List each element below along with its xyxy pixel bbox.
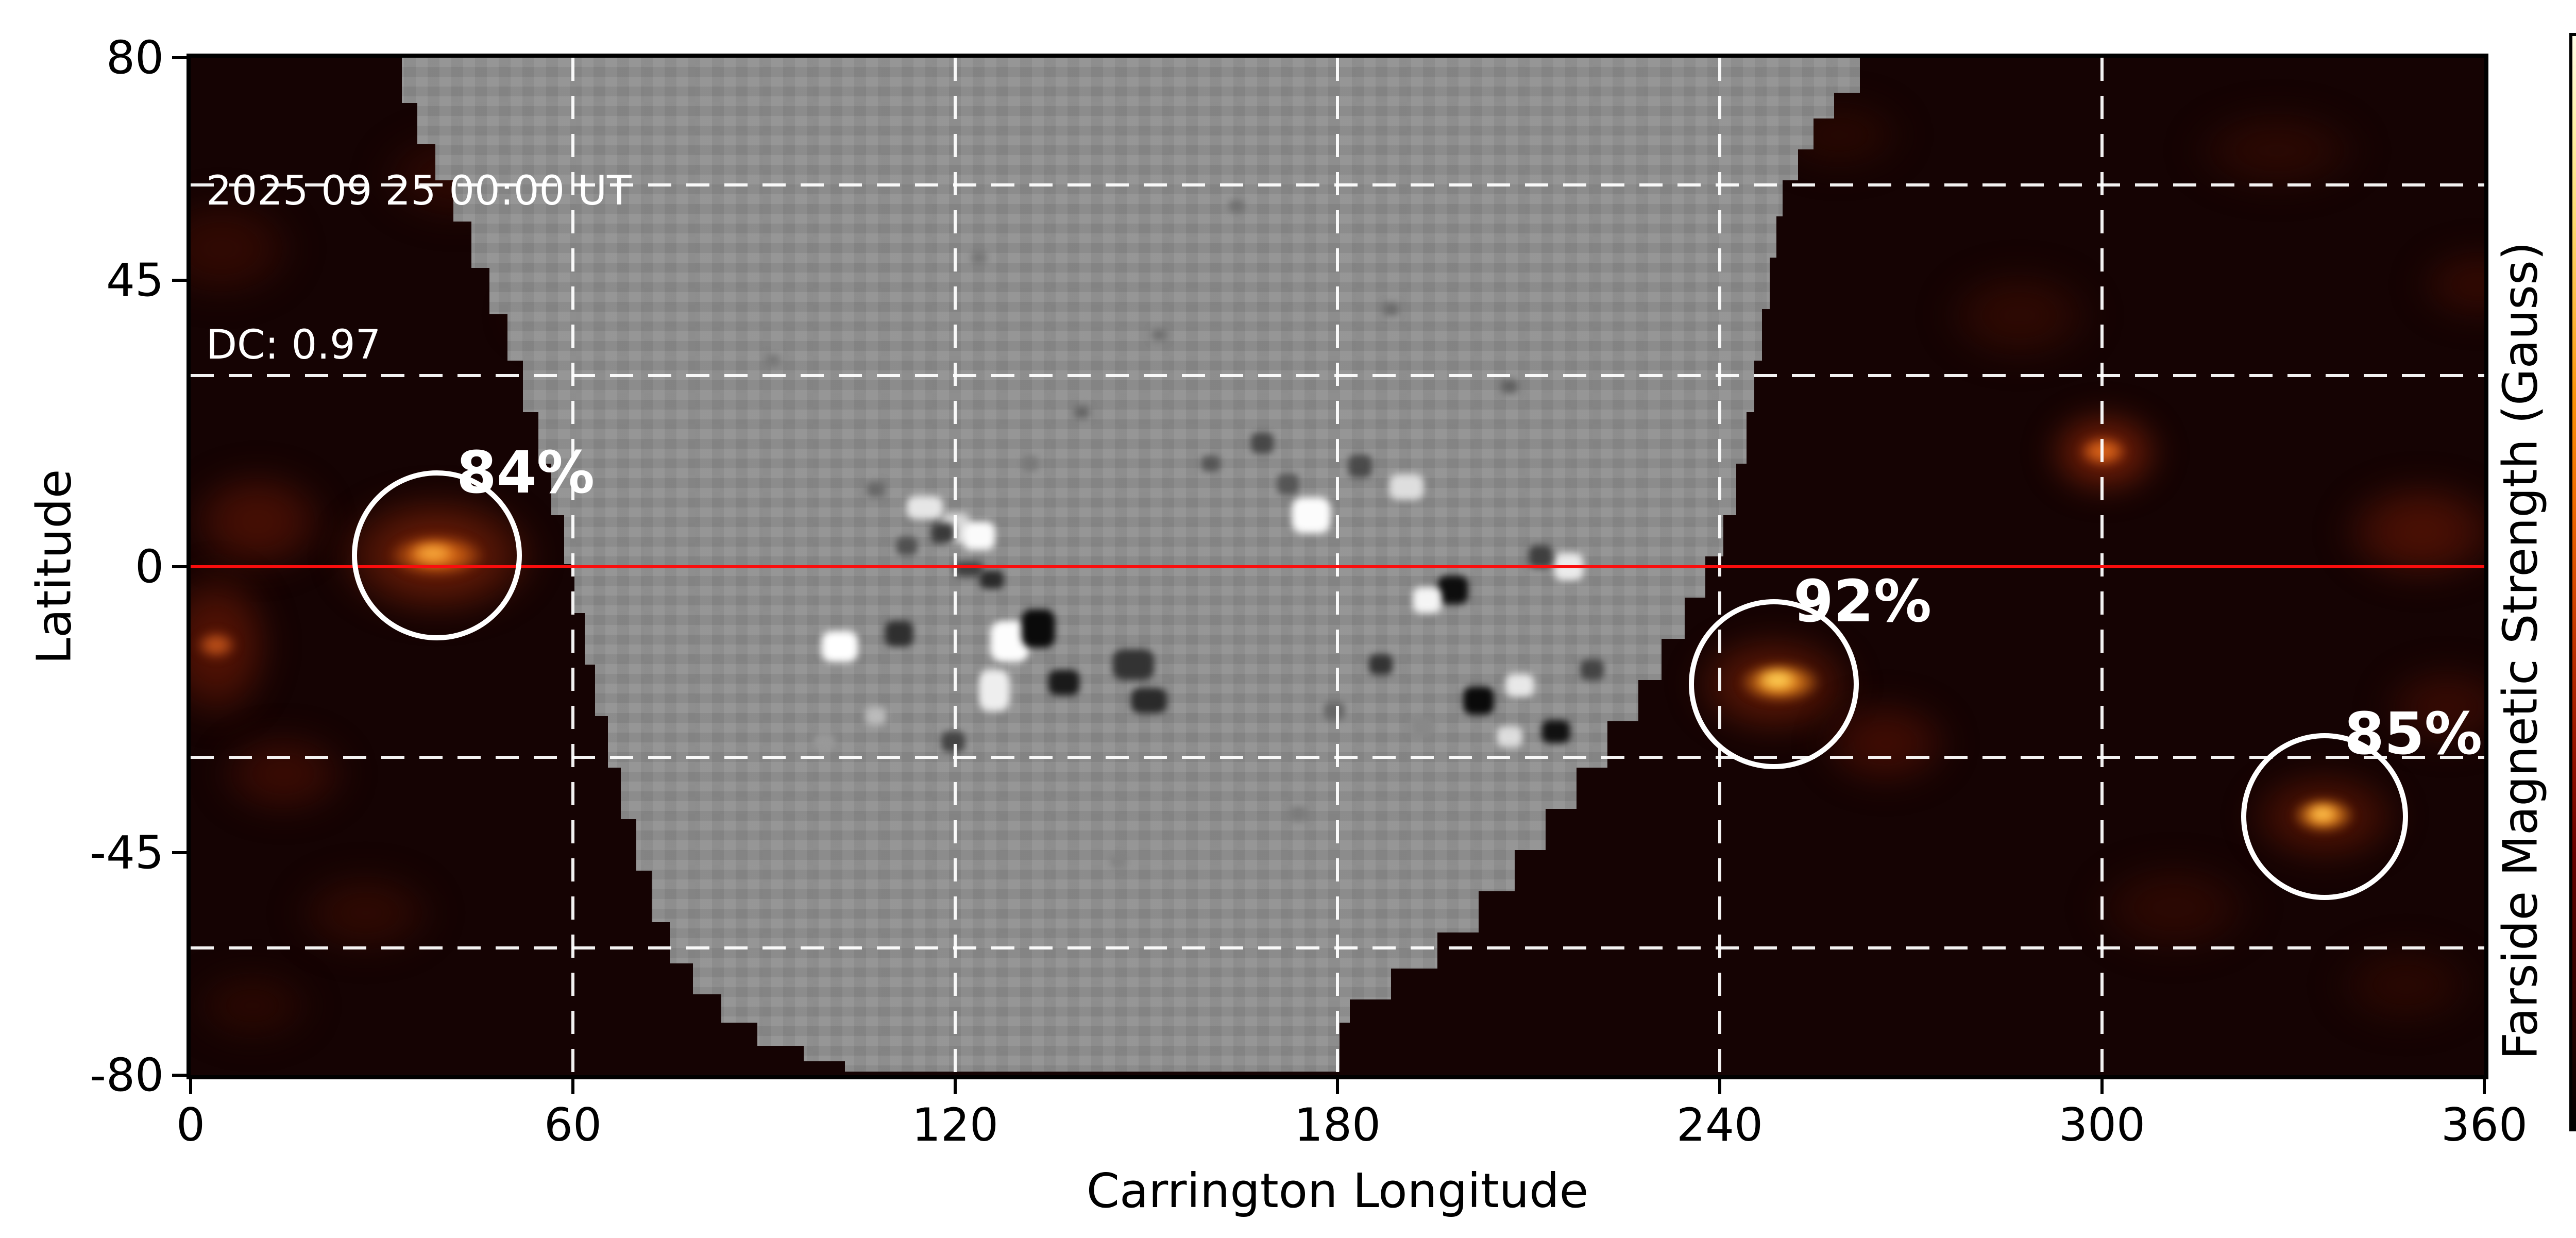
detection-probability-label[interactable]: 92%	[1793, 568, 1932, 635]
magnetogram-speckle[interactable]	[1048, 670, 1079, 696]
magnetogram-speckle[interactable]	[1021, 609, 1055, 648]
farside-blob[interactable]	[289, 867, 443, 959]
magnetogram-speckle[interactable]	[1541, 720, 1570, 743]
magnetogram-speckle[interactable]	[866, 707, 886, 725]
magnetogram-speckle[interactable]	[1277, 474, 1299, 495]
x-tick-120[interactable]	[954, 1079, 957, 1094]
y-tick-80[interactable]	[172, 56, 187, 59]
magnetogram-speckle[interactable]	[907, 496, 943, 519]
y-tick-label-0[interactable]: 0	[135, 540, 164, 593]
timestamp-overlay: 2025 09 25 00:00 UT DC: 0.97	[206, 63, 632, 474]
farside-blob[interactable]	[191, 964, 319, 1047]
magnetogram-speckle[interactable]	[1151, 329, 1167, 341]
map-plot-area[interactable]: 84% 92% 85% 2025 09 25 00:00 UT DC: 0.97 N…	[187, 54, 2488, 1079]
y-tick--45[interactable]	[172, 851, 187, 854]
x-tick-label-120[interactable]: 120	[912, 1098, 998, 1151]
x-tick-label-360[interactable]: 360	[2441, 1098, 2528, 1151]
farside-blob[interactable]	[2184, 104, 2370, 197]
magnetogram-speckle[interactable]	[1229, 200, 1244, 212]
y-tick-label--45[interactable]: -45	[90, 826, 164, 879]
x-tick-60[interactable]	[571, 1079, 574, 1094]
magnetogram-speckle[interactable]	[1437, 575, 1468, 604]
magnetogram-speckle[interactable]	[1074, 405, 1090, 419]
farside-blob[interactable]	[2375, 660, 2484, 753]
farside-blob[interactable]	[196, 631, 237, 659]
magnetogram-speckle[interactable]	[1290, 807, 1307, 821]
magnetogram-speckle[interactable]	[941, 732, 965, 752]
magnetogram-speckle[interactable]	[1383, 303, 1399, 315]
detection-probability-label[interactable]: 84%	[456, 439, 595, 506]
magnetogram-speckle[interactable]	[1251, 433, 1274, 453]
x-tick-label-180[interactable]: 180	[1294, 1098, 1381, 1151]
magnetogram-speckle[interactable]	[931, 523, 955, 544]
magnetogram-speckle[interactable]	[979, 670, 1010, 711]
farside-colorbar	[2569, 33, 2576, 1131]
x-axis-label: Carrington Longitude	[1086, 1163, 1589, 1218]
magnetogram-speckle[interactable]	[972, 252, 986, 263]
y-tick--80[interactable]	[172, 1074, 187, 1077]
y-tick-45[interactable]	[172, 279, 187, 282]
magnetogram-speckle[interactable]	[765, 354, 781, 367]
magnetogram-speckle[interactable]	[867, 482, 885, 497]
magnetogram-speckle[interactable]	[1369, 654, 1393, 675]
magnetogram-speckle[interactable]	[1113, 649, 1154, 680]
magnetogram-speckle[interactable]	[1389, 474, 1423, 500]
y-tick-label-45[interactable]: 45	[106, 253, 164, 307]
magnetogram-speckle[interactable]	[1110, 855, 1126, 868]
equator-line	[191, 565, 2484, 568]
magnetogram-speckle[interactable]	[1580, 659, 1604, 680]
magnetogram-speckle[interactable]	[822, 631, 858, 662]
magnetogram-speckle[interactable]	[1324, 702, 1345, 720]
magnetogram-speckle[interactable]	[885, 621, 913, 647]
magnetogram-speckle[interactable]	[980, 570, 1004, 589]
magnetogram-speckle[interactable]	[963, 521, 995, 550]
farside-blob[interactable]	[2334, 475, 2484, 588]
x-tick-label-300[interactable]: 300	[2059, 1098, 2145, 1151]
magnetogram-speckle[interactable]	[1348, 455, 1372, 478]
magnetogram-speckle[interactable]	[1131, 688, 1167, 714]
y-tick-0[interactable]	[172, 565, 187, 568]
magnetogram-speckle[interactable]	[1505, 673, 1534, 697]
duty-cycle-text: DC: 0.97	[206, 322, 381, 369]
x-tick-label-240[interactable]: 240	[1676, 1098, 1763, 1151]
x-tick-label-0[interactable]: 0	[176, 1098, 205, 1151]
farside-blob[interactable]	[2329, 939, 2483, 1031]
farside-blob[interactable]	[191, 465, 335, 578]
farside-colorbar-label: Farside Magnetic Strength (Gauss)	[2493, 242, 2548, 1060]
farside-blob[interactable]	[2411, 243, 2484, 326]
detection-probability-label[interactable]: 85%	[2344, 701, 2483, 768]
x-tick-0[interactable]	[189, 1079, 192, 1094]
magnetogram-speckle[interactable]	[1413, 587, 1442, 613]
magnetogram-speckle[interactable]	[1463, 686, 1494, 715]
farside-blob[interactable]	[2087, 856, 2262, 959]
magnetogram-speckle[interactable]	[1410, 716, 1434, 737]
y-tick-label--80[interactable]: -80	[90, 1048, 164, 1102]
detection-circle-84%[interactable]	[352, 470, 522, 640]
magnetogram-speckle[interactable]	[1497, 726, 1522, 747]
magnetogram-speckle[interactable]	[1529, 545, 1552, 568]
detection-circle-85%[interactable]	[2241, 733, 2408, 900]
magnetogram-speckle[interactable]	[1501, 380, 1518, 393]
magnetogram-speckle[interactable]	[954, 562, 983, 577]
x-tick-180[interactable]	[1336, 1079, 1339, 1094]
y-tick-label-80[interactable]: 80	[106, 31, 164, 84]
magnetogram-speckle[interactable]	[896, 537, 917, 555]
x-tick-label-60[interactable]: 60	[544, 1098, 602, 1151]
x-tick-300[interactable]	[2100, 1079, 2104, 1094]
magnetogram-speckle[interactable]	[1201, 456, 1220, 471]
detection-circle-92%[interactable]	[1689, 599, 1859, 769]
x-tick-360[interactable]	[2483, 1079, 2486, 1094]
magnetogram-speckle[interactable]	[814, 734, 835, 750]
farside-blob[interactable]	[211, 727, 355, 820]
magnetogram-speckle[interactable]	[1292, 497, 1331, 533]
magnetogram-speckle[interactable]	[1023, 456, 1038, 471]
x-tick-240[interactable]	[1718, 1079, 1721, 1094]
timestamp-text: 2025 09 25 00:00 UT	[206, 167, 632, 214]
farside-blob[interactable]	[1937, 264, 2102, 367]
